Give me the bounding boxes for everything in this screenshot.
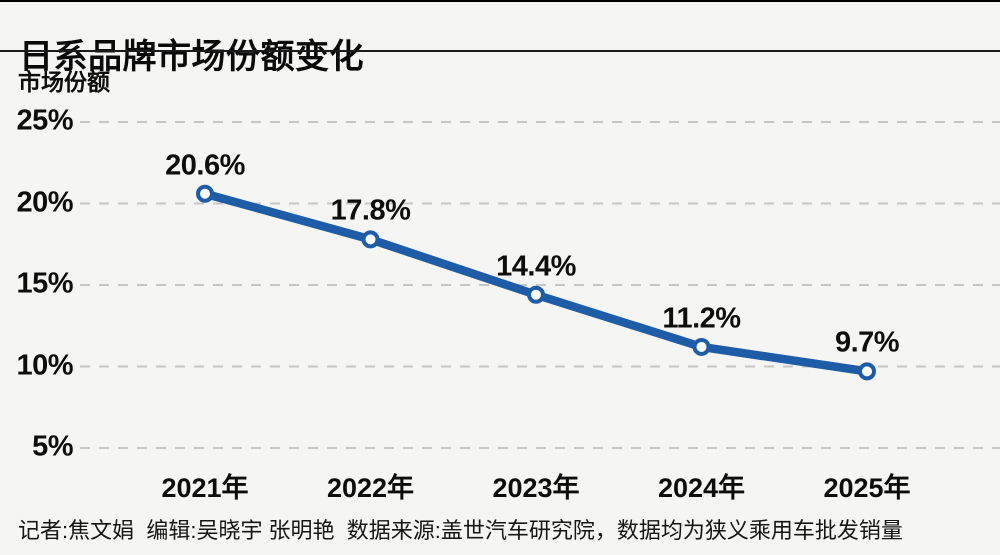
data-point-label: 11.2% (662, 302, 741, 335)
data-point-label: 17.8% (330, 194, 411, 227)
x-axis-tick-label: 2024年 (657, 473, 746, 503)
y-axis-tick-label: 15% (16, 267, 73, 300)
top-border-rule (0, 0, 1000, 2)
y-axis-tick-label: 25% (16, 104, 73, 137)
y-axis-tick-label: 5% (32, 430, 73, 463)
data-point-marker (361, 230, 380, 249)
data-point-label: 9.7% (834, 326, 900, 359)
x-axis-tick-label: 2023年 (492, 473, 580, 503)
data-point-marker (196, 184, 214, 203)
page-title: 日系品牌市场份额变化 (19, 37, 364, 76)
data-point-marker (692, 337, 711, 356)
y-axis-tick-label: 10% (16, 349, 73, 382)
data-point-marker (527, 285, 545, 304)
data-point-label: 20.6% (165, 149, 245, 182)
y-axis-title: 市场份额 (18, 69, 110, 95)
footer-credits: 记者:焦文娟 编辑:吴晓宇 张明艳 数据来源:盖世汽车研究院，数据均为狭义乘用车… (18, 518, 903, 543)
data-point-label: 14.4% (496, 250, 576, 283)
y-axis-tick-label: 20% (16, 186, 73, 219)
data-point-marker (858, 362, 876, 381)
title-divider-rule (0, 50, 1000, 52)
x-axis-tick-label: 2021年 (161, 473, 249, 503)
x-axis-tick-label: 2022年 (326, 473, 415, 503)
x-axis-tick-label: 2025年 (823, 473, 911, 503)
